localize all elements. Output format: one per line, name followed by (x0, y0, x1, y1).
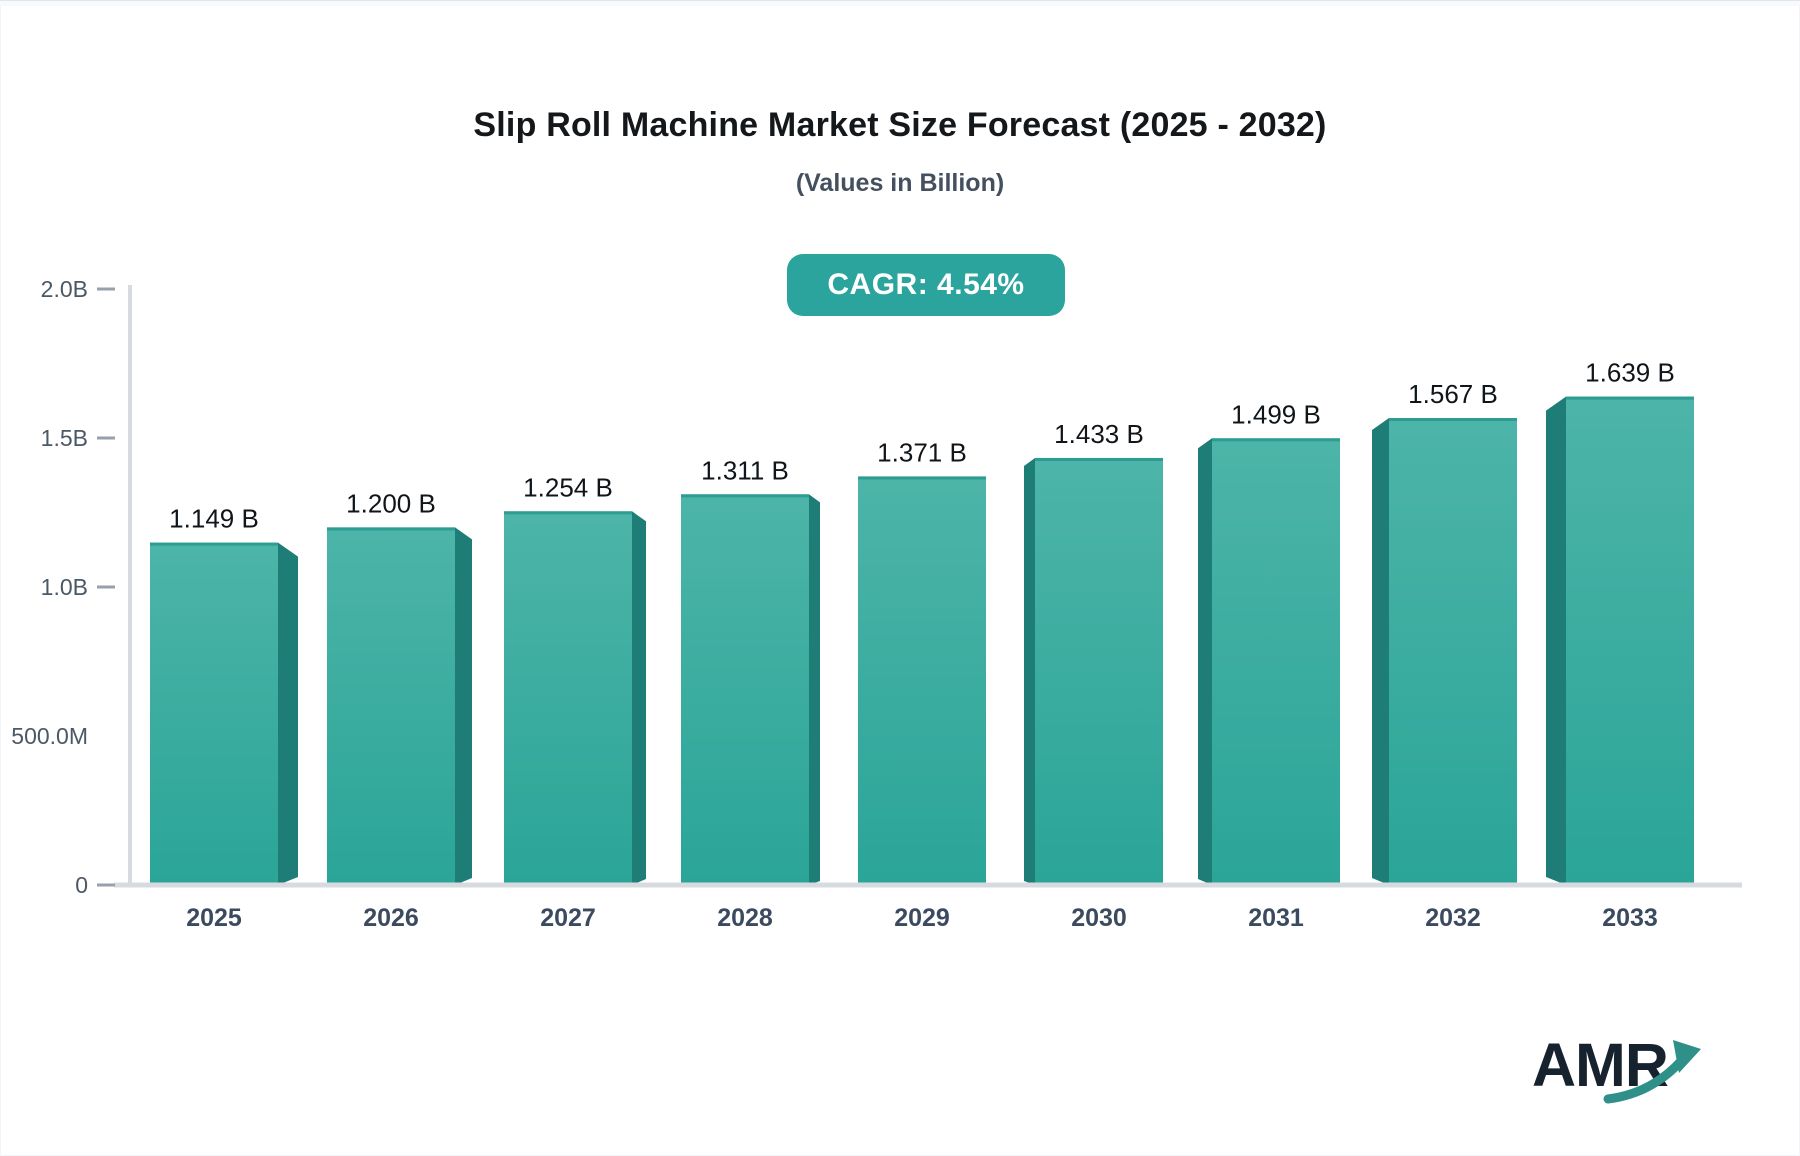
y-tick-label: 1.0B (41, 574, 88, 600)
bar-top-edge (504, 511, 632, 515)
bar-front-face (150, 542, 278, 885)
bar-top-edge (1035, 457, 1163, 461)
x-axis-label: 2029 (894, 904, 950, 932)
bar-value-label: 1.567 B (1408, 379, 1498, 409)
bar-front-face (1212, 438, 1340, 885)
x-axis-label: 2032 (1425, 904, 1481, 932)
bar-front-face (504, 511, 632, 885)
bar-front-face (681, 494, 809, 885)
bar-top-edge (327, 527, 455, 531)
bar-side-face (1198, 438, 1212, 885)
bar-2032 (1372, 418, 1517, 885)
y-tick-label: 2.0B (41, 276, 88, 302)
amr-logo: AMR (1532, 1031, 1701, 1104)
y-tick-label: 500.0M (11, 723, 88, 749)
bar-side-face (632, 511, 646, 885)
x-axis-label: 2031 (1248, 904, 1304, 932)
bar-side-face (1546, 396, 1566, 885)
bar-top-edge (1566, 396, 1694, 400)
x-axis-label: 2026 (363, 904, 419, 932)
bar-top-edge (150, 542, 278, 546)
bar-side-face (278, 542, 298, 885)
logo-arrow-head (1673, 1040, 1701, 1073)
chart-subtitle: (Values in Billion) (795, 169, 1005, 197)
bar-2028 (681, 494, 820, 885)
bar-value-label: 1.149 B (169, 504, 259, 534)
top-edge-strip (0, 0, 1800, 6)
cagr-badge: CAGR: 4.54% (787, 254, 1065, 316)
bar-2030 (1024, 457, 1163, 885)
bar-side-face (809, 494, 820, 885)
bar-front-face (1566, 396, 1694, 885)
bar-2027 (504, 511, 646, 885)
logo-arrow (1603, 1055, 1687, 1104)
bar-2026 (327, 527, 472, 885)
x-axis-label: 2027 (540, 904, 596, 932)
bar-top-edge (858, 476, 986, 480)
bar-front-face (1035, 457, 1163, 885)
bar-value-label: 1.311 B (701, 455, 789, 485)
x-axis-label: 2028 (717, 904, 773, 932)
bar-front-face (1389, 418, 1517, 885)
chart-title: Slip Roll Machine Market Size Forecast (… (473, 106, 1327, 144)
y-tick-label: 0 (75, 872, 88, 898)
bar-front-face (858, 476, 986, 885)
x-axis-label: 2025 (186, 904, 242, 932)
bar-front-face (327, 527, 455, 885)
bar-2033 (1546, 396, 1694, 885)
bar-value-label: 1.200 B (346, 488, 436, 518)
bar-2029 (858, 476, 986, 885)
y-tick-label: 1.5B (41, 425, 88, 451)
bar-side-face (455, 527, 472, 885)
bar-2031 (1198, 438, 1340, 885)
bar-value-label: 1.254 B (523, 472, 613, 502)
bar-top-edge (1212, 438, 1340, 442)
bar-value-label: 1.433 B (1054, 419, 1144, 449)
bar-value-label: 1.371 B (877, 437, 967, 467)
bar-top-edge (1389, 418, 1517, 422)
bar-value-label: 1.639 B (1585, 358, 1675, 388)
bar-value-label: 1.499 B (1231, 399, 1321, 429)
bar-top-edge (681, 494, 809, 498)
x-axis-label: 2033 (1602, 904, 1658, 932)
x-axis-label: 2030 (1071, 904, 1127, 932)
bar-side-face (1372, 418, 1389, 885)
bar-2025 (150, 542, 298, 885)
bar-side-face (1024, 457, 1035, 885)
